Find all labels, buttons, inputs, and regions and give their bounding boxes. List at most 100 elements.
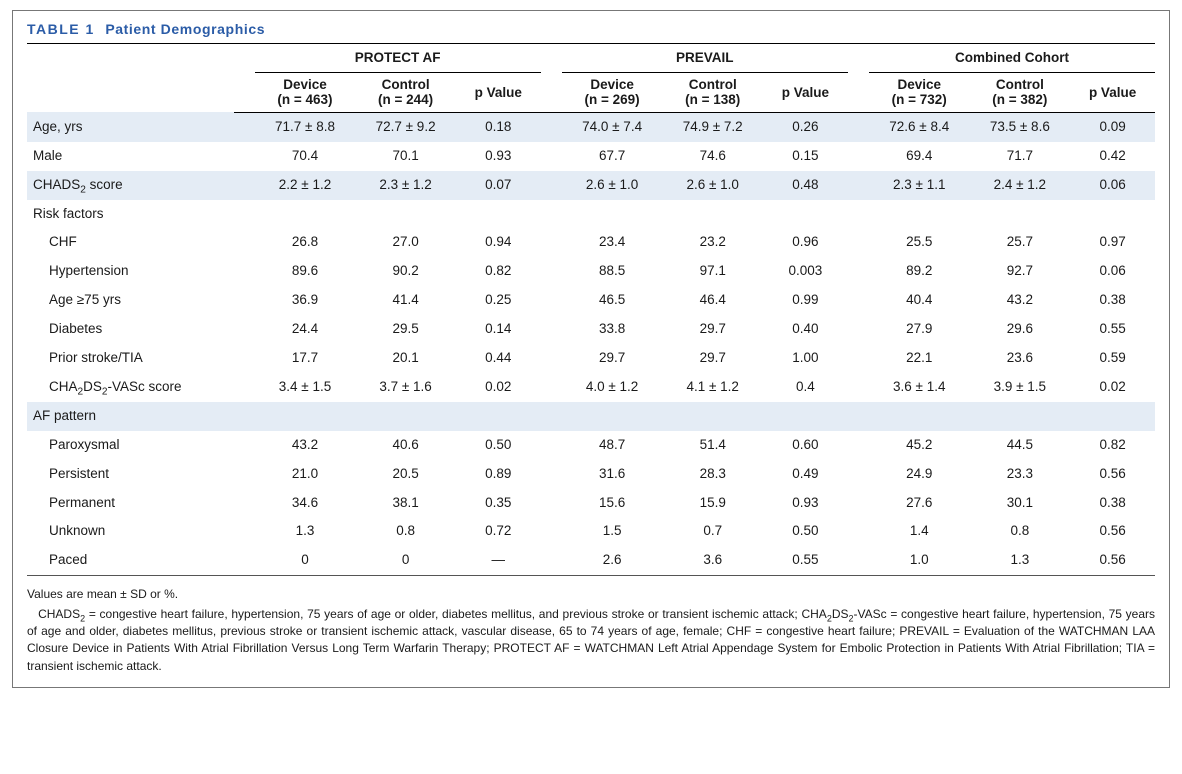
subhead-device: Device (n = 463) — [255, 72, 356, 112]
row-label: Unknown — [27, 517, 234, 546]
row-label: Age ≥75 yrs — [27, 286, 234, 315]
cell: 72.6 ± 8.4 — [869, 112, 970, 141]
subhead-control: Control (n = 138) — [662, 72, 763, 112]
cell: 0.7 — [662, 517, 763, 546]
table-row: CHA2DS2-VASc score3.4 ± 1.53.7 ± 1.60.02… — [27, 373, 1155, 402]
cell: 0.25 — [456, 286, 541, 315]
cell: 21.0 — [255, 460, 356, 489]
cell: 40.4 — [869, 286, 970, 315]
cell: 0.60 — [763, 431, 848, 460]
cell: 25.7 — [970, 228, 1071, 257]
table-title-text: Patient Demographics — [105, 21, 265, 37]
cell: 0.4 — [763, 373, 848, 402]
cell — [255, 200, 356, 229]
row-label: Diabetes — [27, 315, 234, 344]
cell — [1070, 200, 1155, 229]
cell: 0.8 — [970, 517, 1071, 546]
cell — [562, 200, 663, 229]
cell: 71.7 ± 8.8 — [255, 112, 356, 141]
cell: 0.82 — [456, 257, 541, 286]
cell: 38.1 — [355, 489, 456, 518]
cell: 22.1 — [869, 344, 970, 373]
cell: 41.4 — [355, 286, 456, 315]
table-row: Permanent34.638.10.3515.615.90.9327.630.… — [27, 489, 1155, 518]
cell — [763, 200, 848, 229]
cell: 0.55 — [1070, 315, 1155, 344]
cell: 0.97 — [1070, 228, 1155, 257]
cell: 2.4 ± 1.2 — [970, 171, 1071, 200]
cell — [970, 402, 1071, 431]
cell: 26.8 — [255, 228, 356, 257]
table-body: Age, yrs71.7 ± 8.872.7 ± 9.20.1874.0 ± 7… — [27, 112, 1155, 575]
subhead-control: Control (n = 382) — [970, 72, 1071, 112]
cell: 2.6 ± 1.0 — [562, 171, 663, 200]
cell: 1.3 — [255, 517, 356, 546]
cell: 4.1 ± 1.2 — [662, 373, 763, 402]
cell: 1.4 — [869, 517, 970, 546]
cell: 40.6 — [355, 431, 456, 460]
cell: 0.18 — [456, 112, 541, 141]
cell: 0.15 — [763, 142, 848, 171]
cell — [763, 402, 848, 431]
cell: 0.40 — [763, 315, 848, 344]
cell: 15.6 — [562, 489, 663, 518]
cell: 2.6 — [562, 546, 663, 575]
cell: 0.94 — [456, 228, 541, 257]
cell: 0.38 — [1070, 489, 1155, 518]
cell: 43.2 — [970, 286, 1071, 315]
cell: 0.26 — [763, 112, 848, 141]
group-head-combined: Combined Cohort — [869, 44, 1155, 73]
cell: 0.96 — [763, 228, 848, 257]
row-label: CHADS2 score — [27, 171, 234, 200]
cell: 17.7 — [255, 344, 356, 373]
cell — [456, 200, 541, 229]
row-label: CHF — [27, 228, 234, 257]
table-row: Paced00—2.63.60.551.01.30.56 — [27, 546, 1155, 575]
cell: 0.48 — [763, 171, 848, 200]
cell: 27.9 — [869, 315, 970, 344]
cell: 0.06 — [1070, 171, 1155, 200]
cell: 20.1 — [355, 344, 456, 373]
cell: 0.89 — [456, 460, 541, 489]
cell: 0.14 — [456, 315, 541, 344]
cell: 0.38 — [1070, 286, 1155, 315]
cell: 34.6 — [255, 489, 356, 518]
table-row: CHADS2 score2.2 ± 1.22.3 ± 1.20.072.6 ± … — [27, 171, 1155, 200]
cell: 0.99 — [763, 286, 848, 315]
cell: 0.02 — [456, 373, 541, 402]
cell: 48.7 — [562, 431, 663, 460]
cell: — — [456, 546, 541, 575]
cell: 0.93 — [763, 489, 848, 518]
row-label: Paced — [27, 546, 234, 575]
cell: 70.4 — [255, 142, 356, 171]
cell — [869, 200, 970, 229]
cell: 2.3 ± 1.2 — [355, 171, 456, 200]
table-row: Unknown1.30.80.721.50.70.501.40.80.56 — [27, 517, 1155, 546]
cell: 2.2 ± 1.2 — [255, 171, 356, 200]
row-label: Risk factors — [27, 200, 234, 229]
cell: 0.003 — [763, 257, 848, 286]
cell: 29.5 — [355, 315, 456, 344]
cell: 74.6 — [662, 142, 763, 171]
cell: 51.4 — [662, 431, 763, 460]
subhead-p: p Value — [456, 72, 541, 112]
cell: 24.4 — [255, 315, 356, 344]
cell: 29.6 — [970, 315, 1071, 344]
subhead-device: Device (n = 732) — [869, 72, 970, 112]
group-head-prevail: PREVAIL — [562, 44, 848, 73]
table-row: Age ≥75 yrs36.941.40.2546.546.40.9940.44… — [27, 286, 1155, 315]
table-row: CHF26.827.00.9423.423.20.9625.525.70.97 — [27, 228, 1155, 257]
table-row: Diabetes24.429.50.1433.829.70.4027.929.6… — [27, 315, 1155, 344]
cell: 24.9 — [869, 460, 970, 489]
cell: 0.93 — [456, 142, 541, 171]
cell: 3.9 ± 1.5 — [970, 373, 1071, 402]
cell: 29.7 — [562, 344, 663, 373]
cell: 89.6 — [255, 257, 356, 286]
cell: 3.6 — [662, 546, 763, 575]
table-row: Risk factors — [27, 200, 1155, 229]
subhead-device: Device (n = 269) — [562, 72, 663, 112]
cell: 0.50 — [763, 517, 848, 546]
cell: 0.06 — [1070, 257, 1155, 286]
cell: 3.4 ± 1.5 — [255, 373, 356, 402]
subhead-p: p Value — [763, 72, 848, 112]
